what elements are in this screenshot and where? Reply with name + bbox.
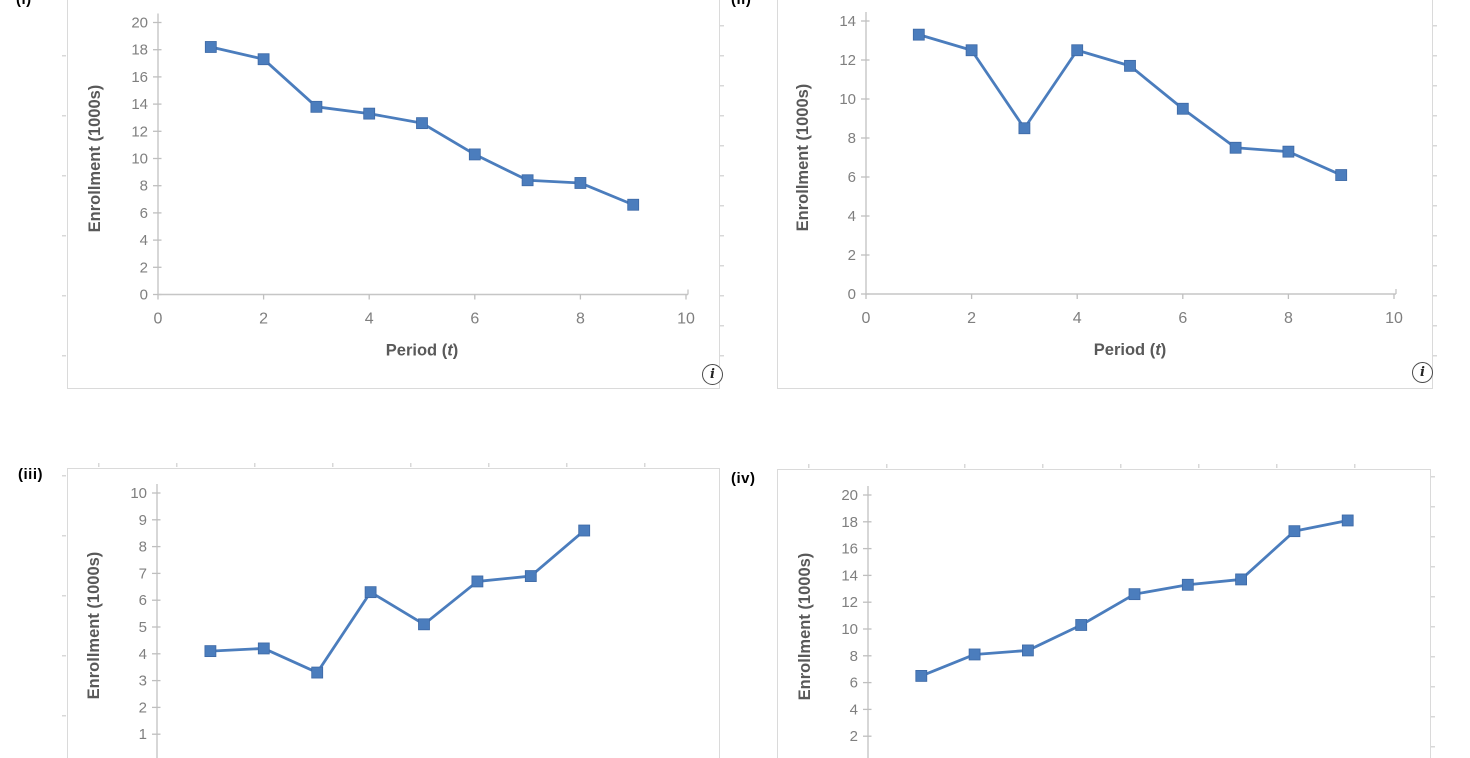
border-ticks	[1433, 0, 1437, 382]
subfigure-label-iv: (iv)	[731, 470, 756, 487]
info-icon[interactable]: i	[702, 364, 723, 385]
border-ticks	[62, 475, 66, 758]
chart-panel-i	[62, 0, 724, 389]
border-ticks	[62, 0, 66, 382]
border-ticks	[720, 0, 724, 382]
subfigure-label-iii: (iii)	[18, 466, 43, 483]
border-ticks	[98, 463, 713, 467]
border-ticks	[808, 464, 1424, 468]
border-ticks	[1431, 476, 1435, 758]
info-icon[interactable]: i	[1412, 362, 1433, 383]
subfigure-label-ii: (ii)	[731, 0, 751, 8]
chart-panel-ii	[777, 0, 1437, 389]
chart-panel-iii	[62, 463, 720, 758]
chart-panel-iv	[777, 464, 1435, 758]
subfigure-label-i: (i)	[16, 0, 32, 8]
